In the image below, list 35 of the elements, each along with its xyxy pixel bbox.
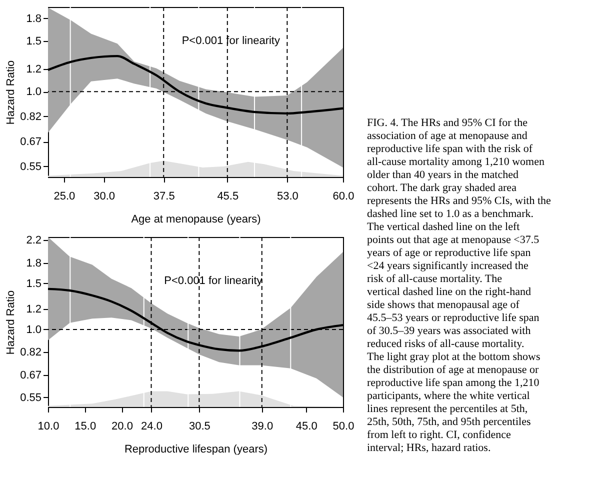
y-tick-label: 1.2 bbox=[26, 63, 42, 76]
text: FIG. 4. The HRs and 95% CI for the association of age at menopause and reproductive life span with the risk of all-cause mortality among 1,210 women older than 40 years in the matched cohort. The dark gray shaded area represents the HRs and 95% CIs, with the dashed line set to 1.0 as a benchmark. The vertical dashed line on the left points out that age at menopause <37.5 years of age or reproductive life span <24 years significantly increased the risk of all-cause mortality. The vertical dashed line on the right-hand side shows that menopausal age of 45.5–53 years or reproductive life span of 30.5–39 years was associated with reduced risks of all-cause mortality. The light gray plot at the bottom shows the distribution of age at menopause or reproductive life span among the 1,210 participants, where the white vertical lines represent the percentiles at 5th, 25th, 50th, 75th, and 95th percentiles from left to right. CI, confidence interval; HRs, hazard ratios. bbox=[367, 117, 551, 454]
x-axis-title: Age at menopause (years) bbox=[131, 214, 261, 226]
y-axis-title: Hazard Ratio bbox=[5, 60, 18, 125]
x-tick-label: 25.0 bbox=[54, 190, 76, 202]
x-tick-label: 24.0 bbox=[141, 420, 162, 432]
annotation: P<0.001 for linearity bbox=[164, 275, 263, 288]
x-tick-label: 50.0 bbox=[332, 420, 354, 432]
x-tick-label: 30.5 bbox=[188, 420, 210, 432]
y-tick-label: 1.0 bbox=[26, 324, 42, 336]
y-tick-label: 0.82 bbox=[20, 346, 42, 359]
x-tick-label: 45.5 bbox=[217, 190, 239, 202]
y-tick-label: 1.8 bbox=[26, 12, 42, 25]
y-tick-label: 2.2 bbox=[26, 234, 42, 247]
x-tick-label: 15.0 bbox=[74, 420, 96, 432]
y-tick-label: 1.0 bbox=[26, 86, 42, 98]
x-tick-label: 10.0 bbox=[38, 420, 60, 432]
y-tick-label: 1.5 bbox=[26, 278, 42, 290]
y-tick-label: 0.55 bbox=[20, 392, 42, 404]
y-tick-label: 1.5 bbox=[26, 36, 42, 48]
x-tick-label: 20.0 bbox=[112, 420, 133, 432]
y-tick-label: 1.8 bbox=[26, 257, 42, 270]
y-tick-label: 0.67 bbox=[20, 369, 42, 382]
y-tick-label: 1.2 bbox=[26, 303, 42, 316]
x-axis-title: Reproductive lifespan (years) bbox=[124, 444, 268, 456]
x-tick-label: 39.0 bbox=[252, 420, 274, 432]
x-tick-label: 53.0 bbox=[276, 190, 298, 202]
y-tick-label: 0.67 bbox=[20, 136, 42, 148]
x-tick-label: 60.0 bbox=[332, 190, 354, 202]
x-tick-label: 37.5 bbox=[153, 190, 175, 202]
x-tick-label: 30.0 bbox=[94, 190, 116, 202]
y-tick-label: 0.82 bbox=[20, 110, 42, 123]
x-tick-label: 45.0 bbox=[296, 420, 318, 432]
y-axis-title: Hazard Ratio bbox=[5, 290, 18, 355]
y-tick-label: 0.55 bbox=[20, 160, 42, 173]
